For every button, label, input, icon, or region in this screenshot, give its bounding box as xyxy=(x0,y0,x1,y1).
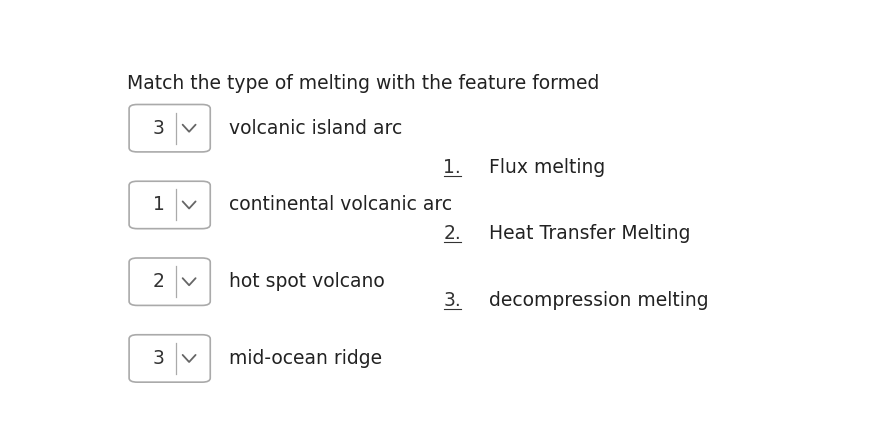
Text: 1: 1 xyxy=(153,195,165,214)
FancyBboxPatch shape xyxy=(129,335,210,382)
Text: 3: 3 xyxy=(153,119,165,138)
Text: Heat Transfer Melting: Heat Transfer Melting xyxy=(488,225,690,244)
Text: mid-ocean ridge: mid-ocean ridge xyxy=(230,349,383,368)
FancyBboxPatch shape xyxy=(129,181,210,229)
FancyBboxPatch shape xyxy=(129,105,210,152)
Text: volcanic island arc: volcanic island arc xyxy=(230,119,403,138)
Text: decompression melting: decompression melting xyxy=(488,291,708,310)
Text: hot spot volcano: hot spot volcano xyxy=(230,272,385,291)
Text: Flux melting: Flux melting xyxy=(488,158,605,177)
Text: continental volcanic arc: continental volcanic arc xyxy=(230,195,452,214)
FancyBboxPatch shape xyxy=(129,258,210,305)
Text: 1.: 1. xyxy=(444,158,461,177)
Text: 3.: 3. xyxy=(444,291,461,310)
Text: 2.: 2. xyxy=(444,225,461,244)
Text: Match the type of melting with the feature formed: Match the type of melting with the featu… xyxy=(127,74,599,93)
Text: 3: 3 xyxy=(153,349,165,368)
Text: 2: 2 xyxy=(153,272,165,291)
